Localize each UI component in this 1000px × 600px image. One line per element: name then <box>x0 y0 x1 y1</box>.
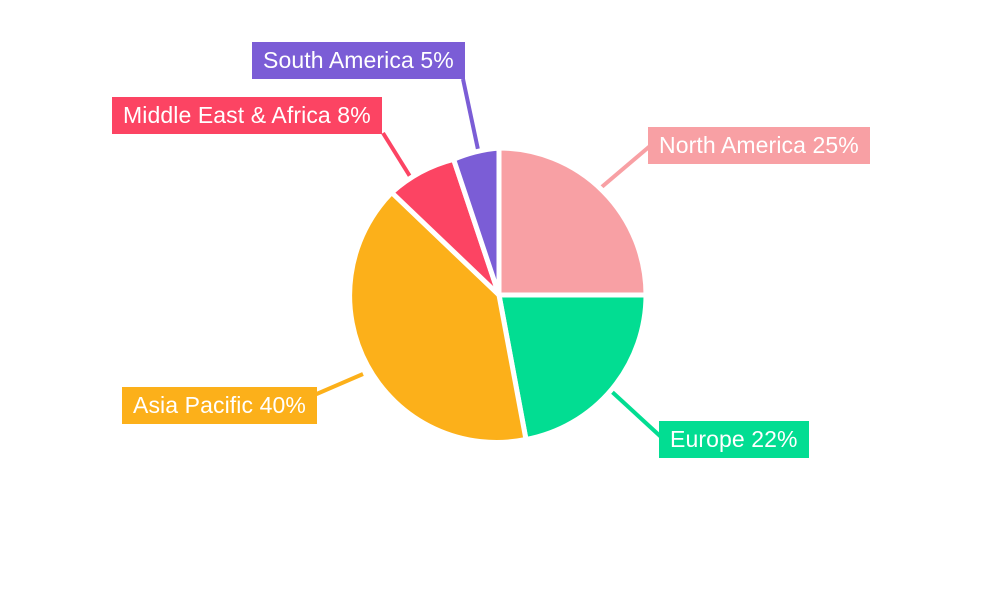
pie-label-europe[interactable]: Europe 22% <box>659 421 809 458</box>
pie-slice-europe[interactable] <box>496 292 649 442</box>
leader-line-south-america <box>461 78 482 160</box>
pie-slices <box>347 145 649 445</box>
pie-slice-south-america[interactable] <box>451 145 502 298</box>
pie-label-asia-pacific[interactable]: Asia Pacific 40% <box>122 387 317 424</box>
pie-label-north-america[interactable]: North America 25% <box>648 127 870 164</box>
pie-label-middle-east[interactable]: Middle East & Africa 8% <box>112 97 382 134</box>
pie-slice-north-america[interactable] <box>496 145 649 298</box>
pie-slice-asia-pacific[interactable] <box>347 190 529 445</box>
pie-label-south-america[interactable]: South America 5% <box>252 42 465 79</box>
